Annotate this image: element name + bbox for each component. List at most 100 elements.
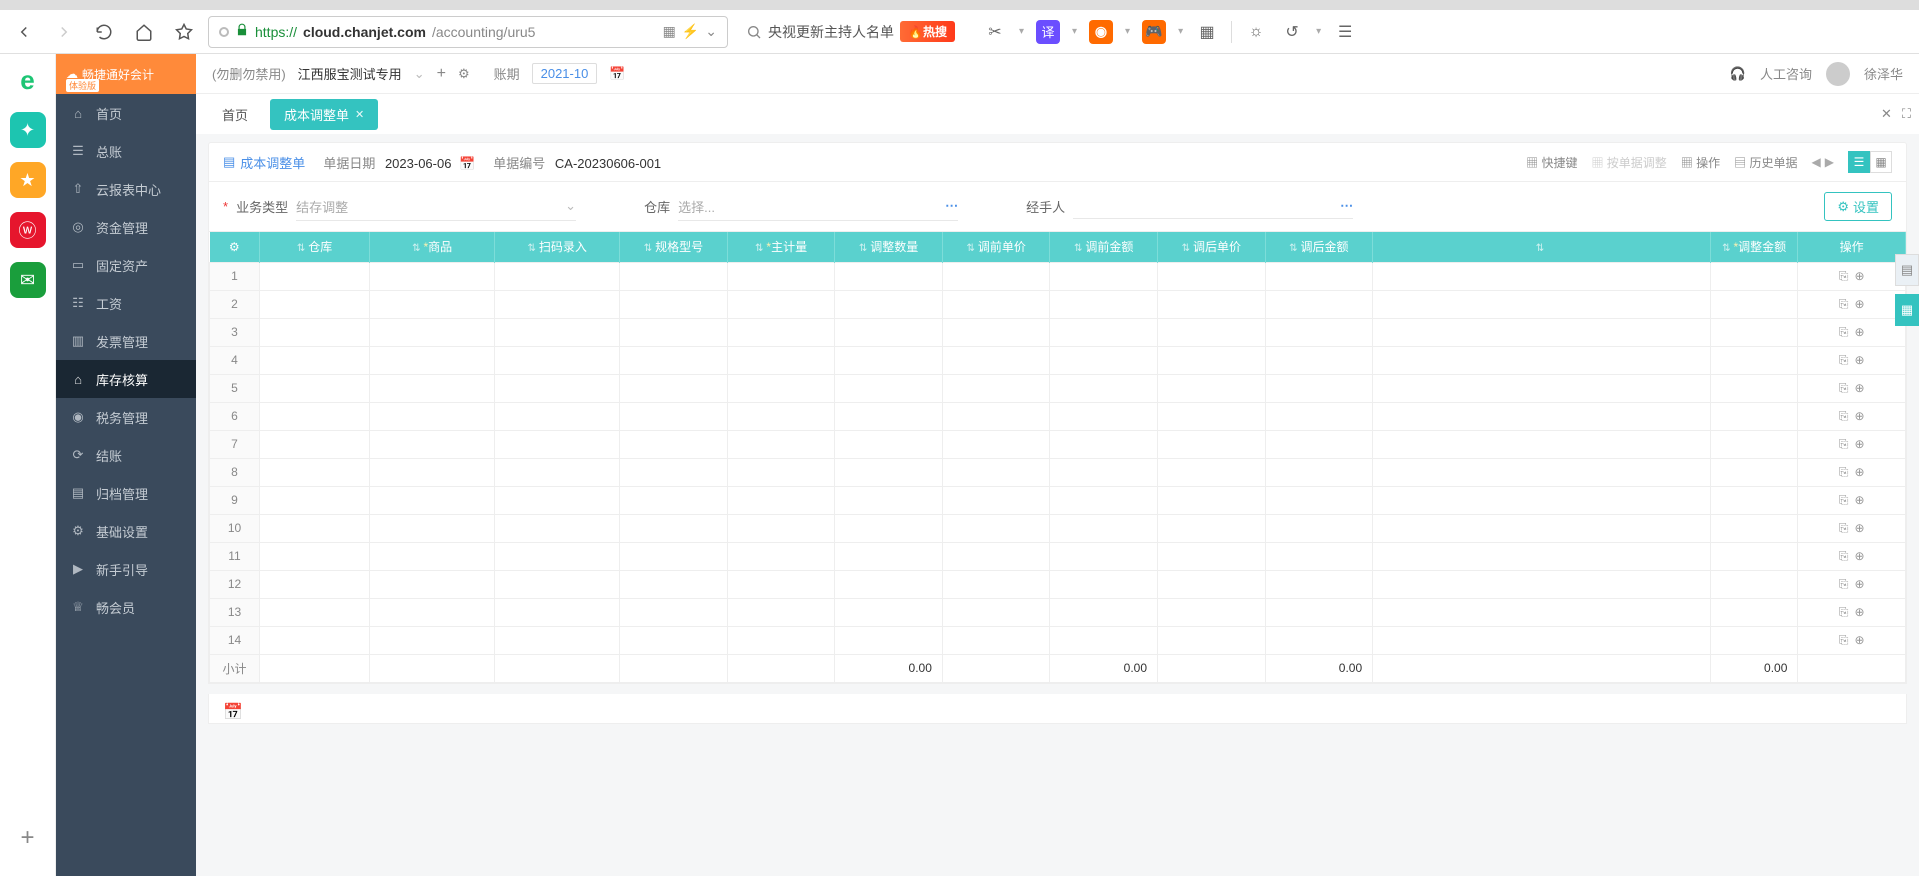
col-header-12[interactable]: ⇅*调整金额	[1710, 232, 1798, 262]
translate-icon[interactable]: 译	[1036, 20, 1060, 44]
settings-button[interactable]: ⚙ 设置	[1824, 192, 1892, 221]
cell[interactable]	[1710, 430, 1798, 458]
col-header-9[interactable]: ⇅调后单价	[1158, 232, 1266, 262]
cell[interactable]	[1373, 430, 1711, 458]
gear-icon[interactable]: ⚙	[458, 66, 470, 82]
cell[interactable]	[835, 514, 943, 542]
cell[interactable]	[370, 318, 495, 346]
cell[interactable]	[1265, 346, 1373, 374]
table-row[interactable]: 1⎘⊕	[210, 262, 1906, 290]
add-row-icon[interactable]: ⊕	[1854, 521, 1864, 536]
cell[interactable]	[370, 542, 495, 570]
cell[interactable]	[1265, 514, 1373, 542]
cell[interactable]	[942, 570, 1050, 598]
cell[interactable]	[1050, 598, 1158, 626]
cell[interactable]	[260, 458, 370, 486]
cell[interactable]	[620, 374, 728, 402]
add-row-icon[interactable]: ⊕	[1854, 325, 1864, 340]
add-row-icon[interactable]: ⊕	[1854, 549, 1864, 564]
cell[interactable]	[620, 346, 728, 374]
sidebar-item-0[interactable]: ⌂首页	[56, 94, 196, 132]
cell[interactable]	[495, 486, 620, 514]
cell[interactable]	[1265, 262, 1373, 290]
col-header-11[interactable]: ⇅	[1373, 232, 1711, 262]
cell[interactable]	[260, 514, 370, 542]
cell[interactable]	[1265, 402, 1373, 430]
cell[interactable]	[1710, 626, 1798, 654]
cell[interactable]	[1265, 290, 1373, 318]
rail-btn-2[interactable]: ▦	[1895, 294, 1919, 326]
cell[interactable]	[1050, 346, 1158, 374]
cell[interactable]	[1050, 290, 1158, 318]
qr-icon[interactable]: ▦	[663, 23, 676, 40]
cell[interactable]	[1265, 486, 1373, 514]
cell[interactable]	[1050, 458, 1158, 486]
cell[interactable]	[260, 598, 370, 626]
cell[interactable]	[942, 318, 1050, 346]
prev-doc-icon[interactable]: ◀	[1812, 155, 1821, 169]
cell[interactable]	[1158, 570, 1266, 598]
sidebar-item-5[interactable]: ☷工资	[56, 284, 196, 322]
gear-icon[interactable]: ⚙	[229, 240, 240, 254]
cell[interactable]	[942, 598, 1050, 626]
cell[interactable]	[1373, 458, 1711, 486]
table-row[interactable]: 11⎘⊕	[210, 542, 1906, 570]
cell[interactable]	[620, 514, 728, 542]
cell[interactable]	[1050, 318, 1158, 346]
sidebar-item-1[interactable]: ☰总账	[56, 132, 196, 170]
cell[interactable]	[942, 514, 1050, 542]
cell[interactable]	[835, 570, 943, 598]
cell[interactable]	[727, 262, 835, 290]
cell[interactable]	[620, 486, 728, 514]
copy-icon[interactable]: ⎘	[1839, 549, 1849, 564]
table-row[interactable]: 3⎘⊕	[210, 318, 1906, 346]
add-row-icon[interactable]: ⊕	[1854, 577, 1864, 592]
cell[interactable]	[370, 262, 495, 290]
gamepad-icon[interactable]: 🎮	[1142, 20, 1166, 44]
add-row-icon[interactable]: ⊕	[1854, 381, 1864, 396]
copy-icon[interactable]: ⎘	[1839, 465, 1849, 480]
period-value[interactable]: 2021-10	[532, 63, 598, 84]
cell[interactable]	[495, 318, 620, 346]
cell[interactable]	[942, 486, 1050, 514]
table-row[interactable]: 10⎘⊕	[210, 514, 1906, 542]
cell[interactable]	[942, 458, 1050, 486]
cell[interactable]	[1050, 374, 1158, 402]
dock-favorites-icon[interactable]: ★	[10, 162, 46, 198]
copy-icon[interactable]: ⎘	[1839, 577, 1849, 592]
add-row-icon[interactable]: ⊕	[1854, 437, 1864, 452]
cell[interactable]	[620, 318, 728, 346]
cell[interactable]	[495, 598, 620, 626]
cell[interactable]	[727, 514, 835, 542]
menu-icon[interactable]: ☰	[1333, 20, 1357, 44]
col-header-0[interactable]: ⚙	[210, 232, 260, 262]
dock-add-icon[interactable]: +	[10, 820, 46, 856]
copy-icon[interactable]: ⎘	[1839, 269, 1849, 284]
cell[interactable]	[370, 458, 495, 486]
cell[interactable]	[370, 626, 495, 654]
biz-type-select[interactable]: 结存调整 ⌄	[296, 193, 576, 221]
cell[interactable]	[370, 514, 495, 542]
sidebar-item-6[interactable]: ▥发票管理	[56, 322, 196, 360]
nav-home-icon[interactable]	[128, 16, 160, 48]
cell[interactable]	[835, 262, 943, 290]
cell[interactable]	[835, 346, 943, 374]
cell[interactable]	[1710, 290, 1798, 318]
rail-btn-1[interactable]: ▤	[1895, 254, 1919, 286]
cell[interactable]	[1710, 542, 1798, 570]
restore-icon[interactable]: ↺	[1280, 20, 1304, 44]
cell[interactable]	[1373, 514, 1711, 542]
add-row-icon[interactable]: ⊕	[1854, 353, 1864, 368]
table-row[interactable]: 7⎘⊕	[210, 430, 1906, 458]
add-row-icon[interactable]: ⊕	[1854, 605, 1864, 620]
close-icon[interactable]: ✕	[355, 108, 364, 121]
cell[interactable]	[1050, 402, 1158, 430]
more-icon[interactable]: ⋯	[1340, 198, 1353, 214]
flash-icon[interactable]: ⚡	[682, 23, 699, 40]
cell[interactable]	[1050, 542, 1158, 570]
add-row-icon[interactable]: ⊕	[1854, 633, 1864, 648]
cell[interactable]	[620, 542, 728, 570]
cell[interactable]	[1050, 486, 1158, 514]
cell[interactable]	[1158, 430, 1266, 458]
cell[interactable]	[835, 542, 943, 570]
